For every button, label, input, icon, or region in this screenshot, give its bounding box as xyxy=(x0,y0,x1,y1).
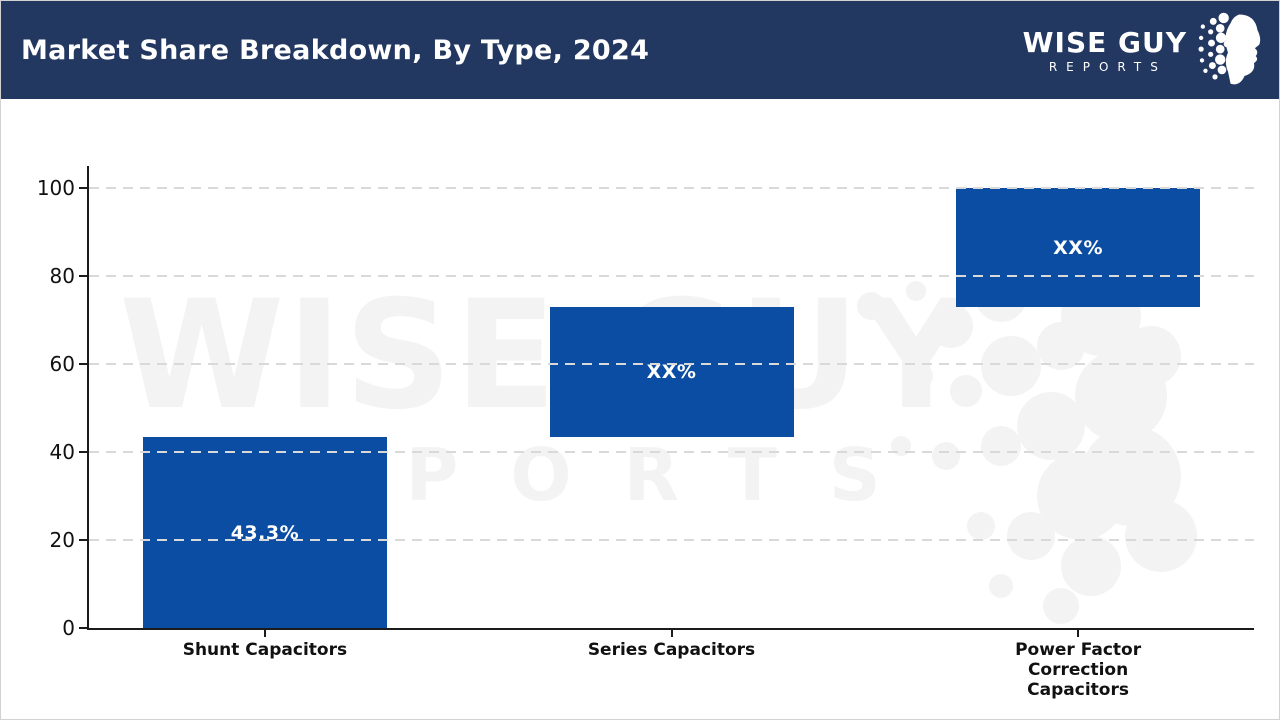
bar-value-label-series-capacitors: XX% xyxy=(646,361,697,384)
bar-series-capacitors: XX% xyxy=(549,307,794,438)
y-tick-label-0: 0 xyxy=(62,616,75,640)
y-tick-100 xyxy=(79,187,87,189)
bar-value-label-shunt-capacitors: 43.3% xyxy=(230,521,300,544)
y-tick-80 xyxy=(79,275,87,277)
y-tick-label-60: 60 xyxy=(49,352,75,376)
page-title: Market Share Breakdown, By Type, 2024 xyxy=(21,34,650,66)
category-label-shunt-capacitors: Shunt Capacitors xyxy=(182,640,348,660)
y-tick-60 xyxy=(79,363,87,365)
gridline-100 xyxy=(89,187,1254,189)
x-axis-line xyxy=(87,628,1254,630)
bar-power-factor-correction-capacitors: XX% xyxy=(956,188,1201,308)
gridline-80 xyxy=(89,275,1254,277)
category-label-series-capacitors: Series Capacitors xyxy=(587,640,756,660)
header-bar: Market Share Breakdown, By Type, 2024 WI… xyxy=(1,1,1279,99)
bar-shunt-capacitors: 43.3% xyxy=(142,437,387,628)
y-tick-40 xyxy=(79,451,87,453)
y-tick-label-100: 100 xyxy=(36,176,75,200)
gridline-40 xyxy=(89,451,1254,453)
y-tick-label-20: 20 xyxy=(49,528,75,552)
y-tick-0 xyxy=(79,627,87,629)
logo-face-icon xyxy=(1198,12,1261,85)
y-tick-20 xyxy=(79,539,87,541)
watermark-wordmark: WISE GUY xyxy=(119,269,973,443)
chart-plot-area: 0 20 40 60 80 100 43.3% Shunt Capacitors XX% Seri… xyxy=(37,166,1254,700)
logo-text: WISE GUY REPORTS xyxy=(1022,25,1187,74)
logo-wordmark: WISE GUY xyxy=(1022,25,1187,59)
y-tick-label-40: 40 xyxy=(49,440,75,464)
bar-value-label-power-factor-correction-capacitors: XX% xyxy=(1053,236,1103,259)
x-tick-series-capacitors xyxy=(670,630,673,637)
y-tick-label-80: 80 xyxy=(49,264,75,288)
wise-guy-reports-logo: WISE GUY REPORTS xyxy=(1023,9,1267,91)
logo-subtitle: REPORTS xyxy=(1048,59,1167,74)
category-label-power-factor-correction-capacitors: Power Factor Correction Capacitors xyxy=(1015,640,1142,700)
x-tick-power-factor-correction-capacitors xyxy=(1077,630,1080,637)
gridline-60 xyxy=(89,363,1254,365)
gridline-20 xyxy=(89,539,1254,541)
y-axis-line xyxy=(87,166,89,630)
x-tick-shunt-capacitors xyxy=(263,630,266,637)
